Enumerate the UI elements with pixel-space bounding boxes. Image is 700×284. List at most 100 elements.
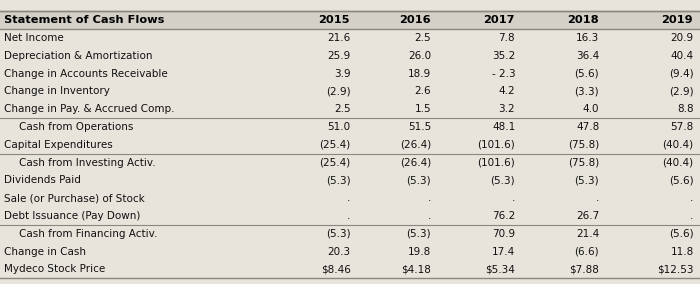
Text: 57.8: 57.8 [671,122,694,132]
Text: (75.8): (75.8) [568,140,599,150]
Text: (101.6): (101.6) [477,140,515,150]
Bar [0,225,700,243]
Text: Mydeco Stock Price: Mydeco Stock Price [4,264,105,274]
Text: Change in Accounts Receivable: Change in Accounts Receivable [4,69,167,79]
Text: Depreciation & Amortization: Depreciation & Amortization [4,51,152,61]
Text: (5.3): (5.3) [491,176,515,185]
Bar [0,100,700,118]
Bar [0,47,700,65]
Text: 76.2: 76.2 [492,211,515,221]
Text: (101.6): (101.6) [477,158,515,168]
Text: 48.1: 48.1 [492,122,515,132]
Text: 3.2: 3.2 [498,104,515,114]
Text: .: . [347,211,351,221]
Text: 20.3: 20.3 [328,247,351,257]
Text: 4.2: 4.2 [498,86,515,97]
Text: .: . [690,193,694,203]
Bar [0,189,700,207]
Text: (3.3): (3.3) [575,86,599,97]
Text: 51.5: 51.5 [408,122,431,132]
Text: .: . [347,193,351,203]
Text: 2017: 2017 [483,15,514,25]
Text: Debt Issuance (Pay Down): Debt Issuance (Pay Down) [4,211,140,221]
Text: 20.9: 20.9 [671,33,694,43]
Text: 21.4: 21.4 [576,229,599,239]
Text: (5.3): (5.3) [326,176,351,185]
Text: 26.0: 26.0 [408,51,431,61]
Bar [0,29,700,47]
Text: 16.3: 16.3 [576,33,599,43]
Text: $5.34: $5.34 [485,264,515,274]
Text: (9.4): (9.4) [669,69,694,79]
Text: (40.4): (40.4) [663,140,694,150]
Text: (5.3): (5.3) [575,176,599,185]
Text: .: . [512,193,515,203]
Bar [0,65,700,83]
Text: Dividends Paid: Dividends Paid [4,176,80,185]
Text: 47.8: 47.8 [576,122,599,132]
Bar [0,243,700,260]
Text: (5.3): (5.3) [407,229,431,239]
Text: 35.2: 35.2 [492,51,515,61]
Text: 7.8: 7.8 [498,33,515,43]
Text: - 2.3: - 2.3 [491,69,515,79]
Text: Cash from Operations: Cash from Operations [19,122,133,132]
Text: $12.53: $12.53 [657,264,694,274]
Bar [0,172,700,189]
Text: (5.6): (5.6) [669,176,694,185]
Text: 36.4: 36.4 [576,51,599,61]
Text: Sale (or Purchase) of Stock: Sale (or Purchase) of Stock [4,193,144,203]
Text: $8.46: $8.46 [321,264,351,274]
Text: .: . [428,211,431,221]
Text: Change in Inventory: Change in Inventory [4,86,109,97]
Text: .: . [690,211,694,221]
Text: (2.9): (2.9) [669,86,694,97]
Text: (25.4): (25.4) [319,140,351,150]
Text: (6.6): (6.6) [575,247,599,257]
Text: 2016: 2016 [399,15,430,25]
Text: .: . [596,193,599,203]
Text: (25.4): (25.4) [319,158,351,168]
Text: .: . [428,193,431,203]
Text: 4.0: 4.0 [582,104,599,114]
Text: Net Income: Net Income [4,33,63,43]
Text: (5.3): (5.3) [326,229,351,239]
Text: 17.4: 17.4 [492,247,515,257]
Text: Change in Cash: Change in Cash [4,247,85,257]
Text: 11.8: 11.8 [671,247,694,257]
Text: 8.8: 8.8 [677,104,694,114]
Text: (26.4): (26.4) [400,140,431,150]
Text: 2.6: 2.6 [414,86,431,97]
Bar [0,154,700,172]
Bar [0,207,700,225]
Text: (5.6): (5.6) [575,69,599,79]
Bar [0,11,700,29]
Text: 25.9: 25.9 [328,51,351,61]
Text: 40.4: 40.4 [671,51,694,61]
Text: (5.3): (5.3) [407,176,431,185]
Text: $7.88: $7.88 [569,264,599,274]
Text: 1.5: 1.5 [414,104,431,114]
Text: (2.9): (2.9) [326,86,351,97]
Bar [0,260,700,278]
Text: Cash from Investing Activ.: Cash from Investing Activ. [19,158,155,168]
Bar [0,136,700,154]
Text: 3.9: 3.9 [334,69,351,79]
Text: 2018: 2018 [567,15,598,25]
Text: (75.8): (75.8) [568,158,599,168]
Text: 19.8: 19.8 [408,247,431,257]
Text: 70.9: 70.9 [492,229,515,239]
Text: 2015: 2015 [318,15,350,25]
Text: 26.7: 26.7 [576,211,599,221]
Bar [0,118,700,136]
Text: Capital Expenditures: Capital Expenditures [4,140,112,150]
Bar [0,83,700,100]
Text: 18.9: 18.9 [408,69,431,79]
Text: 2.5: 2.5 [414,33,431,43]
Text: $4.18: $4.18 [401,264,431,274]
Text: Cash from Financing Activ.: Cash from Financing Activ. [19,229,158,239]
Text: 2019: 2019 [662,15,693,25]
Text: 21.6: 21.6 [328,33,351,43]
Text: Statement of Cash Flows: Statement of Cash Flows [4,15,164,25]
Text: 2.5: 2.5 [334,104,351,114]
